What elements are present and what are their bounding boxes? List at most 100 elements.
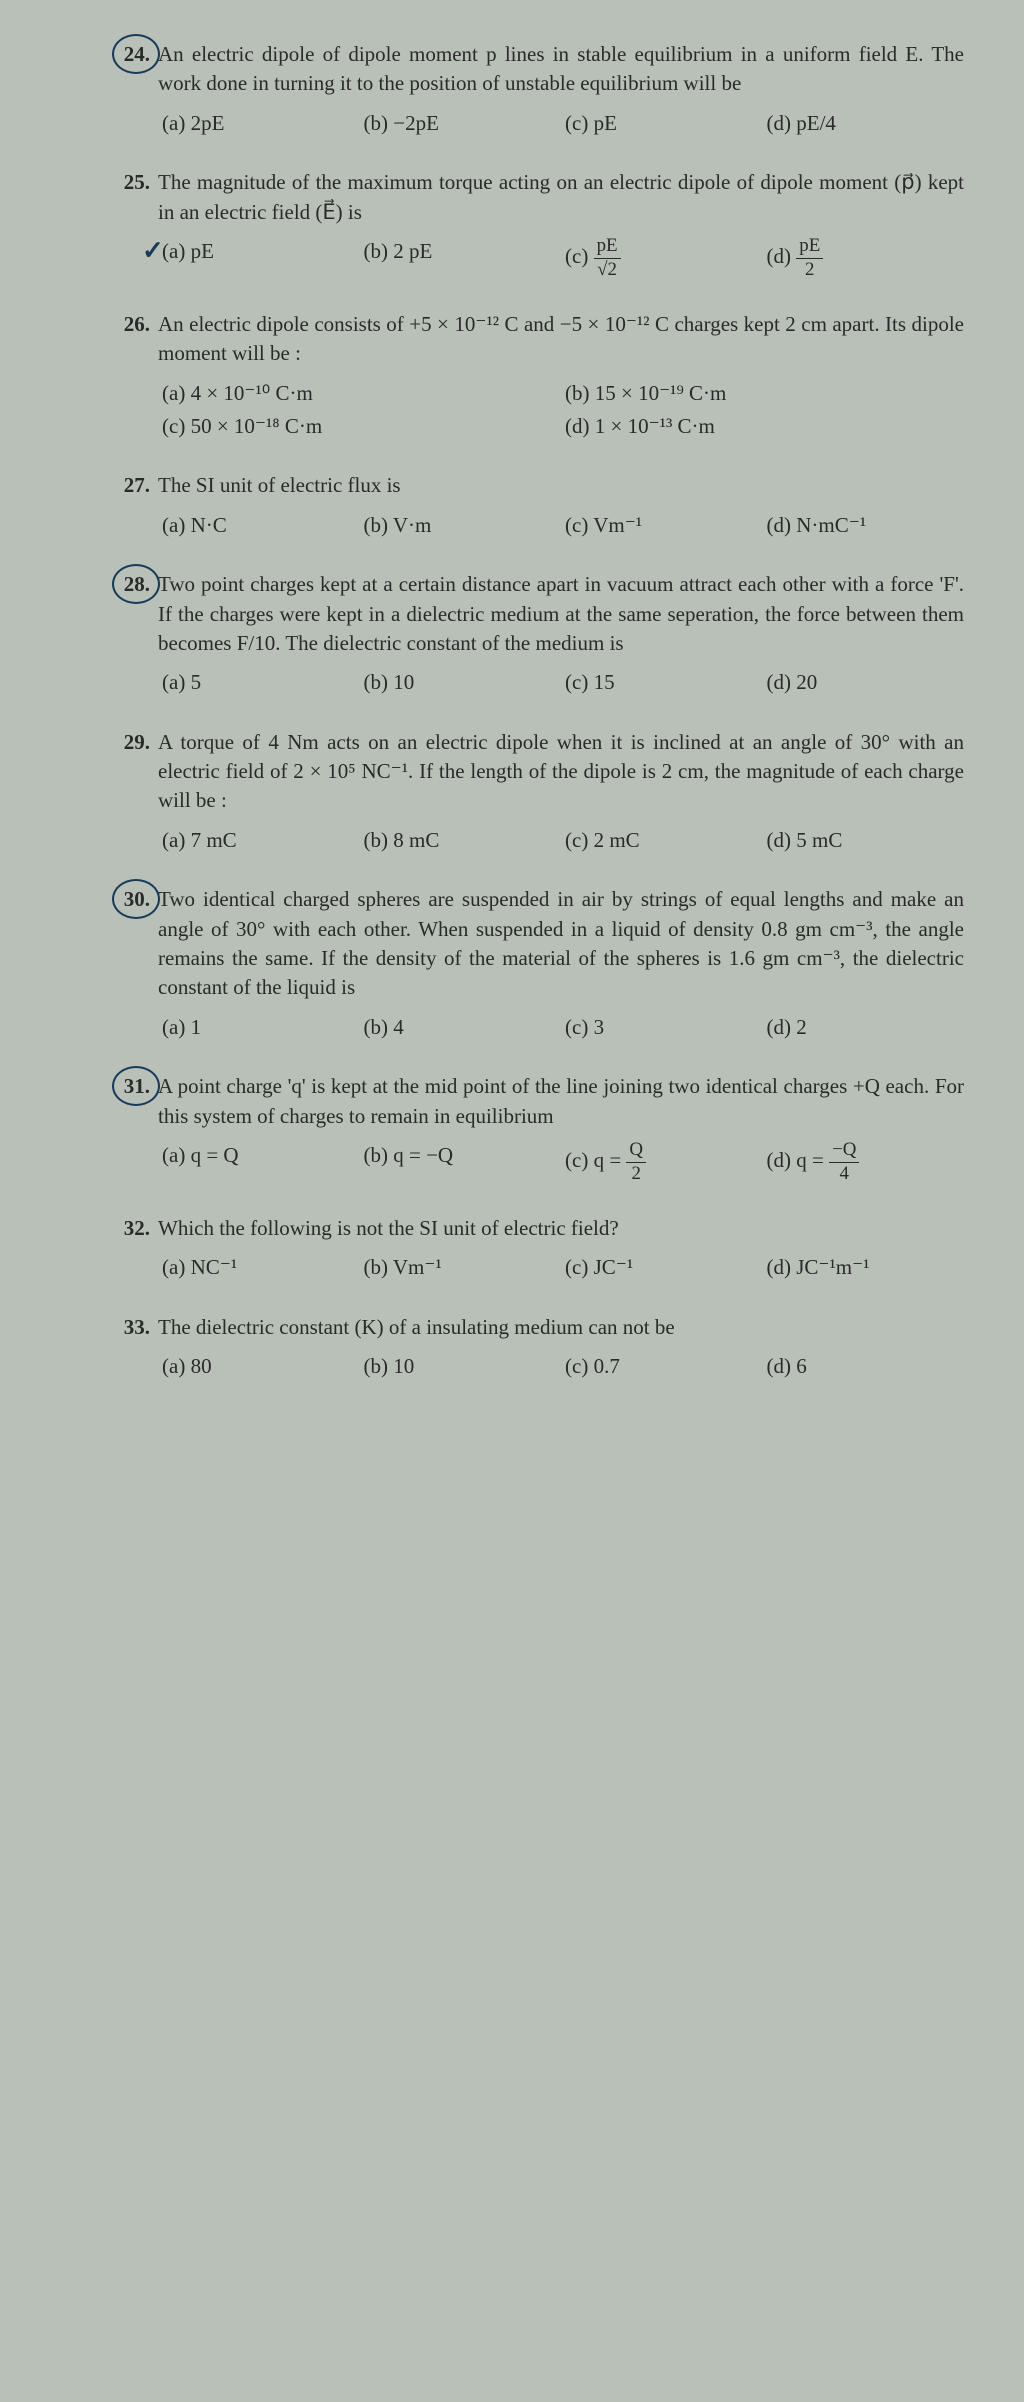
options-row: (a) 5(b) 10(c) 15(d) 20 (110, 666, 964, 699)
option-value: pE (594, 111, 617, 135)
options-row: (a) 1(b) 4(c) 3(d) 2 (110, 1011, 964, 1044)
option-value: 10 (393, 1354, 414, 1378)
option-value: 10 (393, 670, 414, 694)
option: (c) Vm⁻¹ (561, 509, 763, 542)
option-key: (c) (565, 244, 594, 268)
option: (d) 2 (763, 1011, 965, 1044)
option-key: (c) (565, 670, 594, 694)
option-key: (c) (565, 513, 593, 537)
options-row: (a) pE(b) 2 pE(c) pE√2(d) pE2 (110, 235, 964, 282)
option-value: q = Q (191, 1143, 239, 1167)
option: (d) 1 × 10⁻¹³ C·m (561, 410, 964, 443)
question-30: 30.Two identical charged spheres are sus… (110, 885, 964, 1044)
option-key: (c) (565, 828, 594, 852)
option: (a) 4 × 10⁻¹⁰ C·m (158, 377, 561, 410)
question-28: 28.Two point charges kept at a certain d… (110, 570, 964, 700)
question-number: 29. (110, 728, 158, 757)
option-value: 2pE (191, 111, 225, 135)
fraction-numerator: −Q (829, 1141, 859, 1163)
option-value: Vm⁻¹ (393, 1255, 442, 1279)
question-29: 29.A torque of 4 Nm acts on an electric … (110, 728, 964, 858)
option-value: 1 × 10⁻¹³ C·m (595, 414, 715, 438)
question-stem: 27.The SI unit of electric flux is (110, 471, 964, 500)
option-value: 15 (594, 670, 615, 694)
option-key: (b) (364, 1255, 393, 1279)
question-number: 31. (110, 1072, 158, 1101)
question-text: Two identical charged spheres are suspen… (158, 885, 964, 1003)
option-value: 7 mC (191, 828, 237, 852)
options-row: (a) q = Q(b) q = −Q(c) q = Q2(d) q = −Q4 (110, 1139, 964, 1186)
option-key: (a) (162, 1255, 191, 1279)
option-key: (b) (364, 1015, 394, 1039)
question-24: 24.An electric dipole of dipole moment p… (110, 40, 964, 140)
fraction-denominator: 2 (796, 259, 823, 280)
option: (d) q = −Q4 (763, 1139, 965, 1186)
option: (c) JC⁻¹ (561, 1251, 763, 1284)
option-key: (a) (162, 670, 191, 694)
option-value: N·C (191, 513, 227, 537)
question-number: 33. (110, 1313, 158, 1342)
option-key: (c) (565, 1148, 594, 1172)
question-list: 24.An electric dipole of dipole moment p… (110, 40, 964, 1383)
option-value: V·m (393, 513, 432, 537)
option-value: NC⁻¹ (191, 1255, 238, 1279)
question-32: 32.Which the following is not the SI uni… (110, 1214, 964, 1285)
option: (c) 3 (561, 1011, 763, 1044)
option-value: q = (594, 1148, 627, 1172)
question-stem: 32.Which the following is not the SI uni… (110, 1214, 964, 1243)
question-text: A torque of 4 Nm acts on an electric dip… (158, 728, 964, 816)
option-value: 2 mC (594, 828, 640, 852)
option-value: q = −Q (393, 1143, 453, 1167)
option-value: N·mC⁻¹ (796, 513, 866, 537)
option-key: (b) (364, 828, 394, 852)
question-stem: 30.Two identical charged spheres are sus… (110, 885, 964, 1003)
option: (a) 1 (158, 1011, 360, 1044)
option: (a) 80 (158, 1350, 360, 1383)
option-value: 80 (191, 1354, 212, 1378)
fraction: pE2 (796, 237, 823, 280)
option: (b) 2 pE (360, 235, 562, 282)
option: (a) pE (158, 235, 360, 282)
fraction: pE√2 (594, 237, 621, 280)
option-key: (d) (767, 1354, 797, 1378)
fraction-numerator: pE (594, 237, 621, 259)
option-key: (a) (162, 513, 191, 537)
question-stem: 33.The dielectric constant (K) of a insu… (110, 1313, 964, 1342)
option-value: pE (191, 239, 214, 263)
option-value: 1 (191, 1015, 202, 1039)
question-text: The magnitude of the maximum torque acti… (158, 168, 964, 227)
question-26: 26.An electric dipole consists of +5 × 1… (110, 310, 964, 444)
question-number: 30. (110, 885, 158, 914)
option-value: 20 (796, 670, 817, 694)
option-value: 8 mC (393, 828, 439, 852)
option-key: (b) (364, 239, 394, 263)
option-key: (c) (565, 1255, 594, 1279)
question-25: 25.The magnitude of the maximum torque a… (110, 168, 964, 282)
option-key: (c) (565, 1354, 594, 1378)
options-row: (a) 2pE(b) −2pE(c) pE(d) pE/4 (110, 107, 964, 140)
question-stem: 24.An electric dipole of dipole moment p… (110, 40, 964, 99)
option-key: (b) (364, 670, 394, 694)
option-value: JC⁻¹m⁻¹ (796, 1255, 869, 1279)
option-key: (b) (565, 381, 595, 405)
question-stem: 25.The magnitude of the maximum torque a… (110, 168, 964, 227)
option-value: 4 × 10⁻¹⁰ C·m (191, 381, 313, 405)
question-text: The dielectric constant (K) of a insulat… (158, 1313, 964, 1342)
question-stem: 31.A point charge 'q' is kept at the mid… (110, 1072, 964, 1131)
option-key: (b) (364, 1354, 394, 1378)
fraction-denominator: √2 (594, 259, 621, 280)
option-key: (d) (767, 670, 797, 694)
question-text: Which the following is not the SI unit o… (158, 1214, 964, 1243)
option: (a) N·C (158, 509, 360, 542)
option: (d) 5 mC (763, 824, 965, 857)
fraction-numerator: pE (796, 237, 823, 259)
fraction: Q2 (626, 1141, 646, 1184)
option: (b) Vm⁻¹ (360, 1251, 562, 1284)
option: (a) 7 mC (158, 824, 360, 857)
option-key: (d) (767, 828, 797, 852)
option-value: Vm⁻¹ (593, 513, 642, 537)
option-key: (a) (162, 239, 191, 263)
options-row: (a) 4 × 10⁻¹⁰ C·m(b) 15 × 10⁻¹⁹ C·m(c) 5… (110, 377, 964, 444)
options-row: (a) N·C(b) V·m(c) Vm⁻¹(d) N·mC⁻¹ (110, 509, 964, 542)
fraction: −Q4 (829, 1141, 859, 1184)
